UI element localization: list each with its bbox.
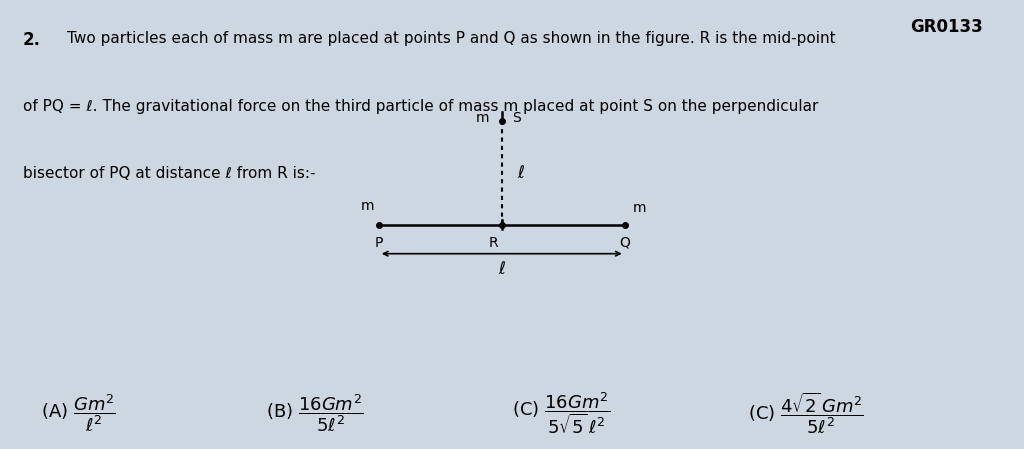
Text: $\ell$: $\ell$: [517, 164, 525, 182]
Text: S: S: [512, 110, 521, 125]
Text: R: R: [488, 236, 499, 250]
Text: m: m: [476, 110, 489, 125]
Text: (C) $\dfrac{4\sqrt{2}\,Gm^2}{5\ell^2}$: (C) $\dfrac{4\sqrt{2}\,Gm^2}{5\ell^2}$: [748, 390, 863, 436]
Text: of PQ = ℓ. The gravitational force on the third particle of mass m placed at poi: of PQ = ℓ. The gravitational force on th…: [23, 99, 818, 114]
Text: Two particles each of mass m are placed at points P and Q as shown in the figure: Two particles each of mass m are placed …: [67, 31, 836, 46]
Text: (B) $\dfrac{16Gm^2}{5\ell^2}$: (B) $\dfrac{16Gm^2}{5\ell^2}$: [266, 392, 365, 434]
Text: $\ell$: $\ell$: [498, 260, 506, 278]
Text: P: P: [375, 236, 383, 250]
Text: m: m: [360, 199, 374, 213]
Text: 2.: 2.: [23, 31, 41, 49]
Text: (A) $\dfrac{Gm^2}{\ell^2}$: (A) $\dfrac{Gm^2}{\ell^2}$: [41, 392, 116, 434]
Text: m: m: [633, 201, 646, 215]
Text: GR0133: GR0133: [910, 18, 983, 36]
Text: bisector of PQ at distance ℓ from R is:-: bisector of PQ at distance ℓ from R is:-: [23, 166, 315, 181]
Text: Q: Q: [620, 236, 630, 250]
Text: (C) $\dfrac{16Gm^2}{5\sqrt{5}\,\ell^2}$: (C) $\dfrac{16Gm^2}{5\sqrt{5}\,\ell^2}$: [512, 390, 610, 436]
